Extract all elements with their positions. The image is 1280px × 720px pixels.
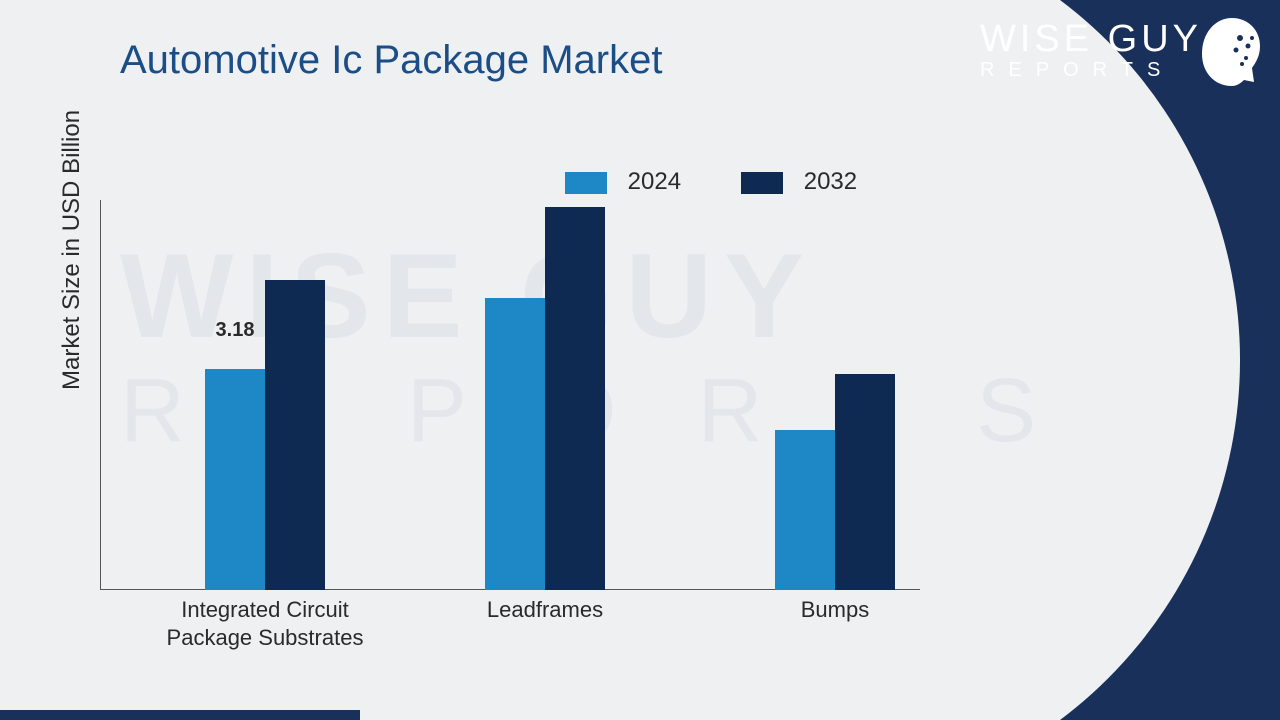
y-axis-line [100,200,101,590]
bar [205,369,265,590]
page-root: WISE GUY REPORTS Automotive Ic Package M… [0,0,1280,720]
bar [775,430,835,590]
legend-item: 2024 [565,168,681,196]
brand-logo: WISE GUY REPORTS [980,20,1260,80]
bar-group: Integrated Circuit Package Substrates [205,280,325,590]
bar-group: Bumps [775,374,895,590]
chart-plot: 3.18Integrated Circuit Package Substrate… [100,200,920,590]
category-label: Integrated Circuit Package Substrates [165,590,365,651]
category-label: Bumps [735,590,935,624]
head-icon [1196,16,1268,98]
y-axis-label: Market Size in USD Billion [58,110,86,390]
chart-title: Automotive Ic Package Market [120,38,662,83]
footer-accent [0,710,360,720]
bar-group: Leadframes [485,207,605,590]
bar [485,298,545,591]
legend-swatch-2024 [565,172,607,194]
category-label: Leadframes [445,590,645,624]
bar [545,207,605,590]
bar [835,374,895,590]
legend-label: 2024 [628,168,681,195]
legend-label: 2032 [804,168,857,195]
legend-item: 2032 [741,168,857,196]
legend-swatch-2032 [741,172,783,194]
legend: 2024 2032 [565,168,857,196]
bar [265,280,325,590]
